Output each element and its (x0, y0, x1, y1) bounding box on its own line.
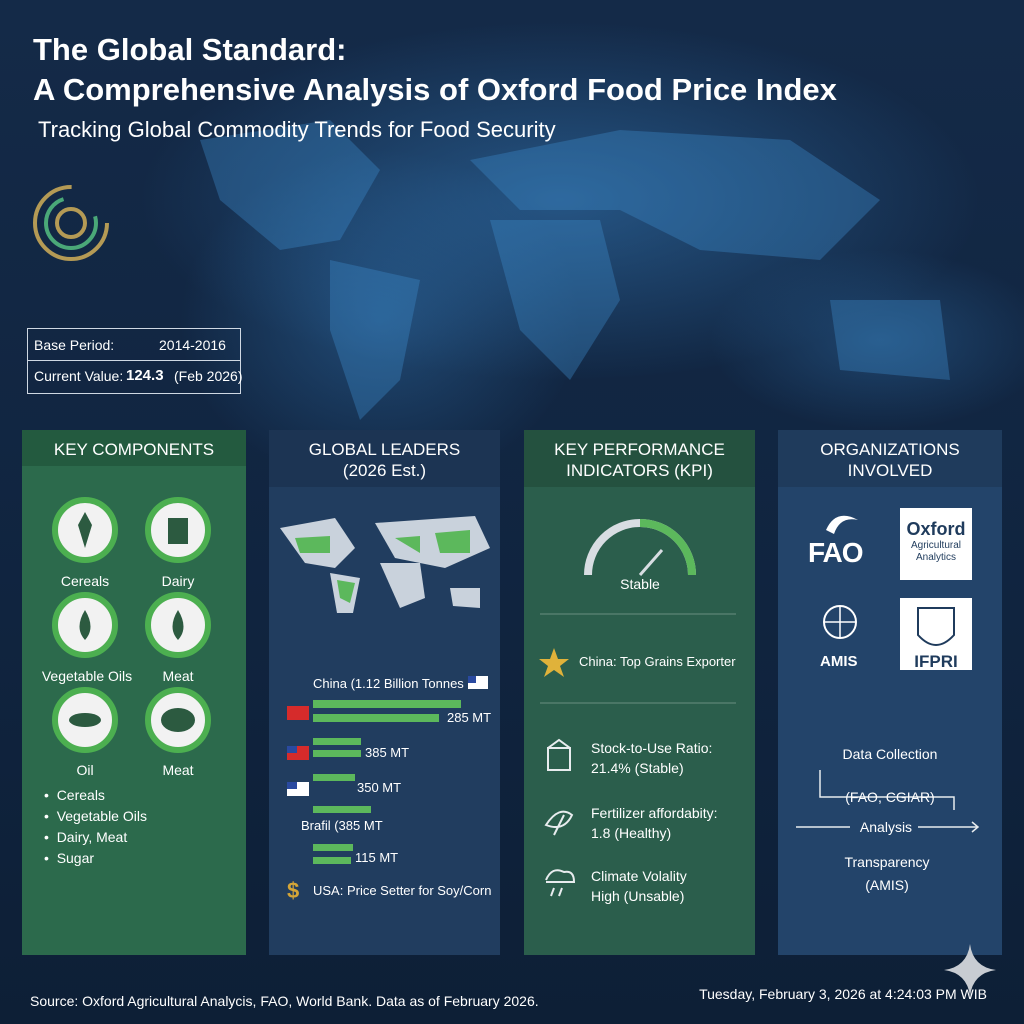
title-line: GLOBAL LEADERS (308, 440, 461, 459)
list-item: • Sugar (44, 850, 95, 866)
logo-ifpri: IFPRI (914, 652, 958, 671)
flow-step: Data Collection (842, 746, 938, 762)
bar-label: Brafil (385 MT (301, 818, 383, 833)
list-text: Vegetable Oils (56, 808, 147, 824)
list-item: • Dairy, Meat (44, 829, 128, 845)
info-label: Current Value: (34, 368, 124, 384)
icon-label: Meat (162, 762, 194, 778)
info-box: Base Period: 2014-2016 Current Value: 12… (27, 328, 243, 394)
panel-key-components: KEY COMPONENTS Cereals Dairy Vegetable O… (22, 430, 246, 955)
logo-text: Analytics (915, 552, 957, 563)
subtitle: Tracking Global Commodity Trends for Foo… (38, 117, 556, 142)
timestamp: Tuesday, February 3, 2026 at 4:24:03 PM … (699, 986, 987, 1002)
kpi-item: Fertilizer affordabity: 1.8 (Healthy) (591, 803, 718, 843)
icon-label: Oil (76, 762, 94, 778)
world-map-background (200, 120, 950, 420)
info-value: (Feb 2026) (174, 368, 243, 384)
gauge-label: Stable (620, 576, 660, 592)
kpi-value: 1.8 (Healthy) (591, 825, 672, 841)
panel-global-leaders: GLOBAL LEADERS (2026 Est.) China (1.12 B… (269, 430, 500, 955)
kpi-value: High (Unsable) (591, 888, 685, 904)
kpi-label: Fertilizer affordabity: (591, 805, 718, 821)
logo-amis: AMIS (820, 653, 858, 670)
list-text: Cereals (56, 787, 105, 803)
kpi-label: Climate Volality (591, 868, 687, 884)
bar-label: 350 MT (357, 780, 402, 795)
kpi-label: Stock-to-Use Ratio: (591, 740, 713, 756)
panel-title: KEY PERFORMANCE INDICATORS (KPI) (524, 430, 755, 487)
title-line: A Comprehensive Analysis of Oxford Food … (33, 72, 837, 107)
panel-title: ORGANIZATIONS INVOLVED (778, 430, 1002, 487)
title-line: (2026 Est.) (342, 461, 427, 480)
icon-label: Cereals (60, 573, 110, 589)
divider (28, 360, 240, 361)
title-line: INVOLVED (847, 461, 933, 480)
component-icons (52, 497, 211, 753)
list-text: Dairy, Meat (56, 829, 128, 845)
component-list: • Cereals • Vegetable Oils • Dairy, Meat… (44, 785, 147, 869)
panel-title: KEY COMPONENTS (22, 430, 246, 466)
icon-label: Meat (162, 668, 194, 684)
info-value: 124.3 (126, 367, 164, 384)
bar-label: 285 MT (447, 710, 492, 725)
flow-step: Analysis (859, 819, 913, 835)
kpi-value: 21.4% (Stable) (591, 760, 684, 776)
logo-text: Agricultural (910, 540, 962, 551)
kpi-graphics (539, 519, 736, 897)
dollar-icon: $ (287, 878, 300, 903)
sparkle-icon (944, 944, 996, 996)
info-value: 2014-2016 (159, 337, 226, 353)
panel-organizations: ORGANIZATIONS INVOLVED FAO Oxford Agricu… (778, 430, 1002, 955)
info-label: Base Period: (34, 337, 115, 353)
source: Source: Oxford Agricultural Analycis, FA… (30, 993, 539, 1009)
logo-text: Oxford (906, 519, 966, 539)
logo-fao: FAO (808, 537, 864, 568)
flow-step: Transparency (844, 854, 930, 870)
kpi-item: Stock-to-Use Ratio: 21.4% (Stable) (591, 738, 712, 778)
title-line: The Global Standard: (33, 32, 347, 67)
panel-title: GLOBAL LEADERS (2026 Est.) (269, 430, 500, 487)
list-text: Sugar (56, 850, 95, 866)
panel-kpi: KEY PERFORMANCE INDICATORS (KPI) Stable … (524, 430, 755, 955)
headline: China (1.12 Billion Tonnes (313, 676, 464, 691)
org-graphics (796, 508, 980, 833)
logo (33, 185, 109, 261)
icon-label: Vegetable Oils (41, 668, 133, 684)
highlight: China: Top Grains Exporter (579, 654, 736, 669)
kpi-item: Climate Volality High (Unsable) (591, 866, 687, 906)
title: The Global Standard: A Comprehensive Ana… (33, 30, 837, 110)
flow-step: (FAO, CGIAR) (845, 789, 935, 805)
list-item: • Vegetable Oils (44, 808, 147, 824)
flow-step: (AMIS) (865, 877, 909, 893)
leader-bars (287, 676, 488, 864)
note: USA: Price Setter for Soy/Corn (313, 883, 492, 898)
title-line: KEY PERFORMANCE (554, 440, 725, 459)
title-line: ORGANIZATIONS (820, 440, 960, 459)
logo-oxford: Oxford Agricultural Analytics (906, 518, 965, 564)
title-line: INDICATORS (KPI) (566, 461, 713, 480)
bar-label: 385 MT (365, 745, 410, 760)
bar-label: 115 MT (355, 850, 399, 865)
mini-map (280, 516, 490, 613)
list-item: • Cereals (44, 787, 105, 803)
icon-label: Dairy (161, 573, 195, 589)
